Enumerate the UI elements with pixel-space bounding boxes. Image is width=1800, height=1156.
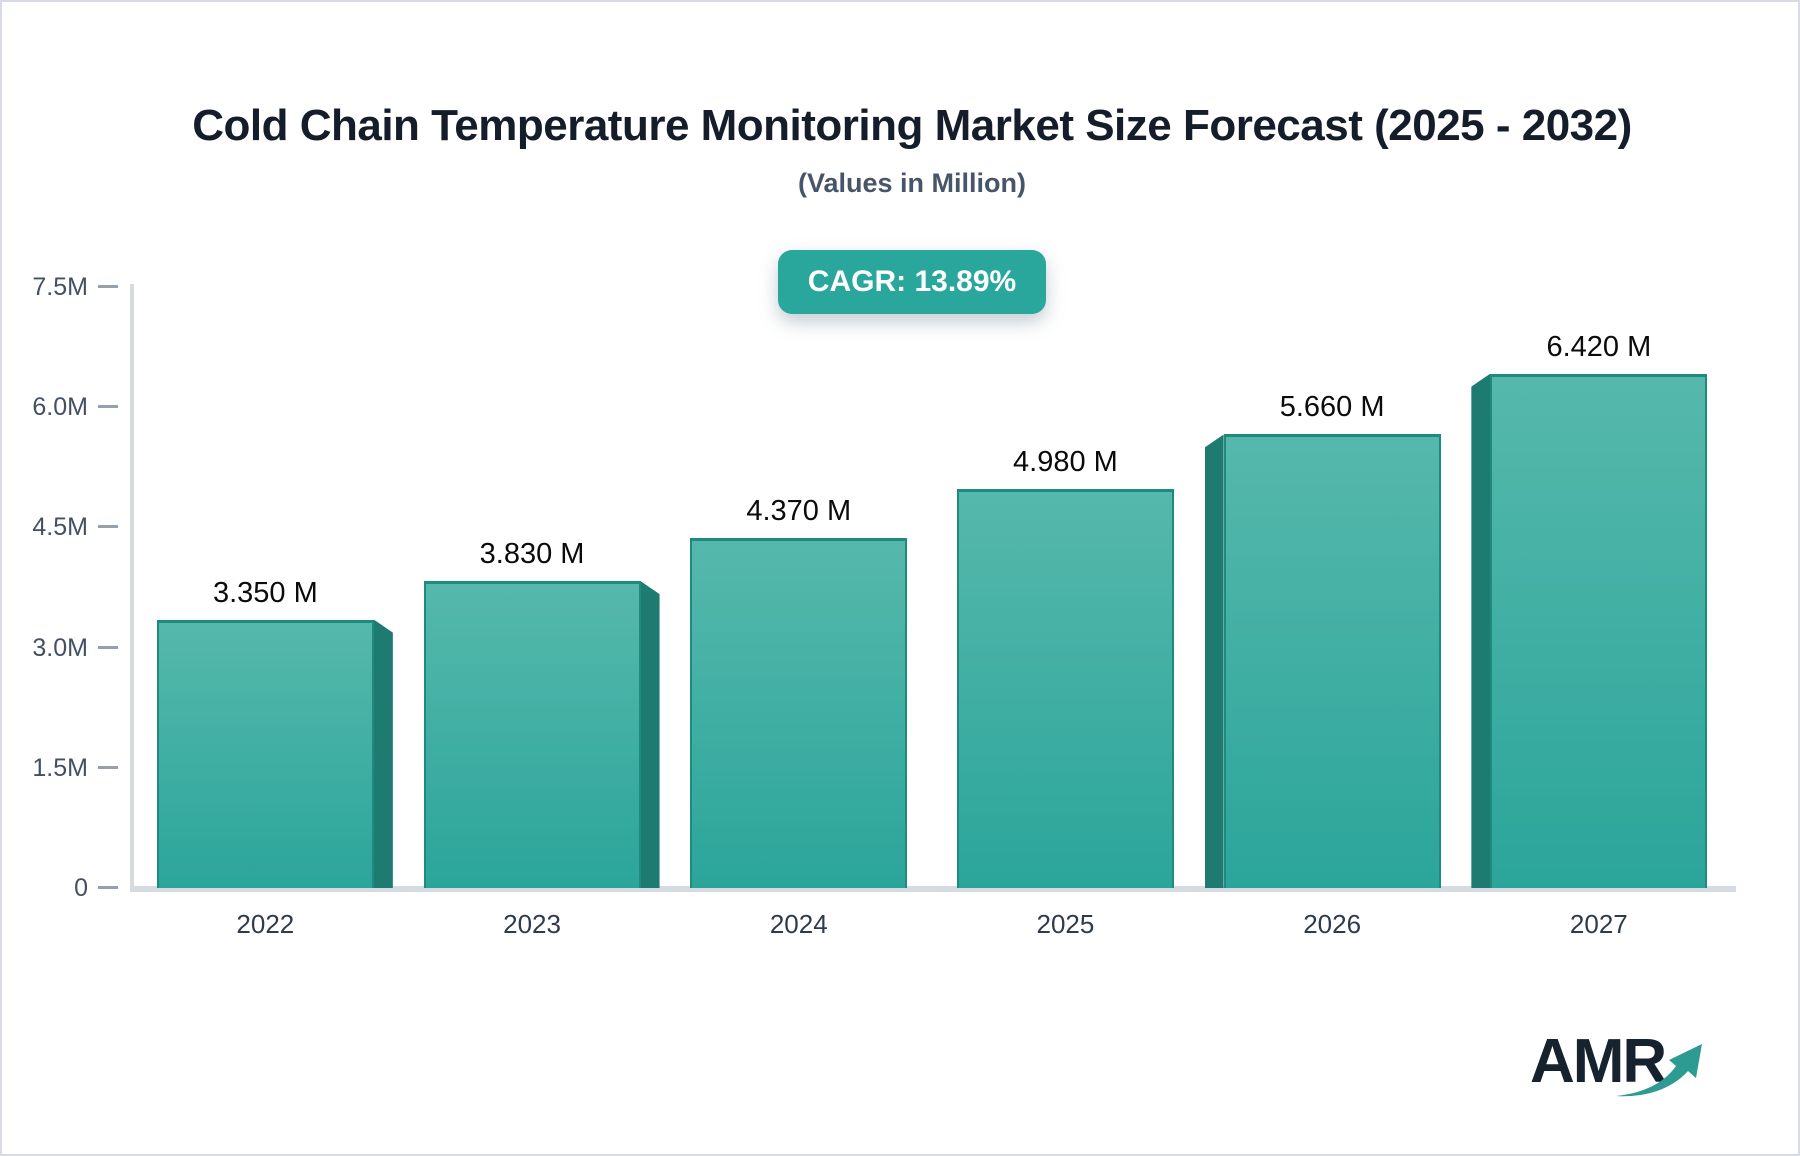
bar-2026 (1223, 434, 1441, 888)
bar-value-label: 5.660 M (1279, 391, 1385, 424)
chart-title: Cold Chain Temperature Monitoring Market… (192, 101, 1632, 150)
bar-side-face (373, 619, 393, 888)
bar-side-face (1471, 373, 1491, 888)
bar-value-label: 6.420 M (1546, 330, 1652, 363)
bar-2023 (423, 581, 641, 888)
y-tick-dash (98, 405, 118, 409)
bar-value-label: 4.980 M (1013, 445, 1118, 478)
bar-2025 (956, 488, 1174, 888)
x-category-label: 2026 (1303, 909, 1362, 939)
bar-2022 (156, 619, 374, 888)
bar-value-label: 3.830 M (479, 538, 585, 571)
growth-arrow-icon (1616, 1044, 1702, 1097)
y-axis-line (130, 284, 134, 892)
y-tick-label: 3.0M (32, 633, 88, 662)
y-tick-label: 6.0M (32, 393, 88, 422)
amr-logo-text: AMR (1530, 1027, 1667, 1096)
y-tick-label: 4.5M (32, 513, 88, 542)
y-tick-label: 1.5M (32, 753, 88, 782)
bar-2027 (1490, 373, 1708, 888)
x-category-label: 2023 (503, 909, 561, 939)
bar-2024 (690, 537, 908, 888)
bar-side-face (640, 581, 660, 888)
bar-value-label: 3.350 M (212, 576, 318, 609)
chart-header: Cold Chain Temperature Monitoring Market… (14, 98, 1798, 314)
y-tick-dash (98, 285, 118, 289)
x-category-label: 2025 (1036, 909, 1095, 939)
y-tick-label: 7.5M (32, 273, 88, 302)
amr-logo: AMR (1530, 1030, 1730, 1120)
x-axis-line (130, 886, 1736, 892)
x-category-label: 2024 (769, 909, 828, 939)
y-tick-label: 0 (74, 874, 88, 902)
y-tick-dash (98, 525, 118, 529)
bar-side-face (1204, 434, 1224, 888)
x-category-label: 2022 (236, 909, 295, 939)
x-category-label: 2027 (1569, 909, 1628, 939)
cagr-badge: CAGR: 13.89% (777, 250, 1047, 314)
y-tick-dash (98, 886, 118, 889)
bar-value-label: 4.370 M (746, 494, 852, 527)
y-tick-dash (98, 645, 118, 649)
y-tick-dash (98, 765, 118, 769)
chart-subtitle: (Values in Million) (797, 168, 1027, 198)
